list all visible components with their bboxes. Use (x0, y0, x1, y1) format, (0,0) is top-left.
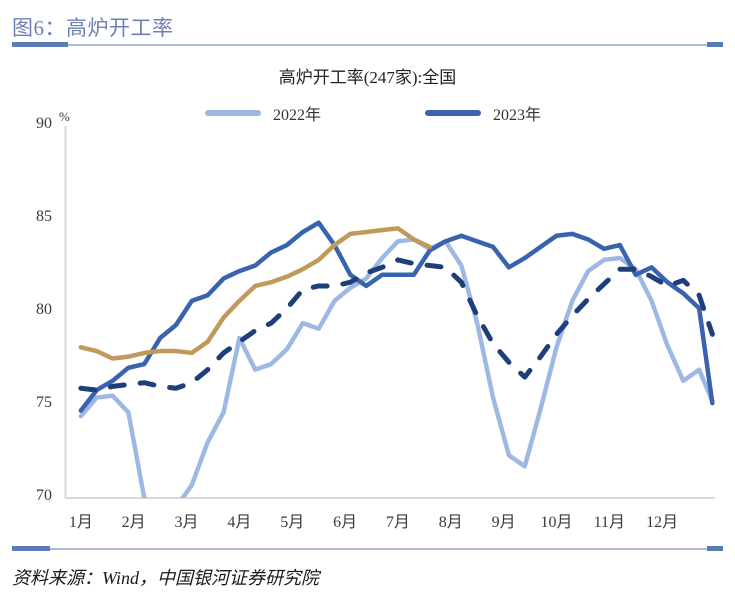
series-line-2 (78, 226, 432, 361)
x-tick-label-2: 2月 (121, 514, 146, 531)
series-line-0 (78, 237, 715, 498)
y-tick-label-90: 90 (36, 115, 52, 132)
y-tick-label-75: 75 (36, 394, 52, 411)
legend-label-2023: 2023年 (493, 107, 542, 124)
y-axis-unit-label: % (59, 109, 70, 124)
x-tick-label-9: 9月 (491, 514, 516, 531)
plot-wrap: 90 85 80 75 70 % 1月 2月 3月 4月 5月 6月 7月 8月 9月 10月 11… (0, 52, 735, 542)
x-tick-label-4: 4月 (227, 514, 252, 531)
y-tick-label-85: 85 (36, 208, 52, 225)
header-divider-cap-right (707, 42, 723, 47)
chart-area: 高炉开工率(247家):全国 2022年 2023年 90 85 80 (0, 52, 735, 542)
chart-title: 高炉开工率(247家):全国 (278, 68, 457, 87)
legend-label-2022: 2022年 (273, 107, 322, 124)
series-line-3 (78, 257, 715, 393)
x-tick-label-7: 7月 (385, 514, 410, 531)
figure-header: 图6：高炉开工率 (0, 0, 735, 52)
legend-swatch-2023 (425, 110, 481, 116)
x-tick-label-10: 10月 (540, 514, 573, 531)
header-divider-cap-left (12, 42, 68, 47)
x-tick-label-6: 6月 (333, 514, 358, 531)
x-tick-label-8: 8月 (438, 514, 463, 531)
chart-legend: 2022年 2023年 (0, 102, 735, 124)
y-tick-label-80: 80 (36, 301, 52, 318)
x-tick-label-5: 5月 (280, 514, 305, 531)
plot-svg (64, 126, 715, 499)
header-divider (12, 44, 723, 46)
legend-swatch-2022 (205, 110, 261, 116)
footer-divider (12, 548, 723, 550)
legend-item-2022[interactable]: 2022年 (205, 102, 321, 124)
footer-divider-cap-right (707, 546, 723, 551)
footer-divider-cap-left (12, 546, 50, 551)
series-line-1 (78, 220, 715, 413)
figure-title: 图6：高炉开工率 (12, 16, 174, 40)
x-tick-label-12: 12月 (646, 514, 679, 531)
x-tick-label-3: 3月 (174, 514, 199, 531)
x-tick-label-11: 11月 (593, 514, 625, 531)
y-tick-label-70: 70 (36, 487, 52, 504)
figure-footer: 资料来源：Wind，中国银河证券研究院 (0, 542, 735, 601)
source-note: 资料来源：Wind，中国银河证券研究院 (12, 568, 320, 588)
series-layer (78, 220, 715, 498)
legend-item-2023[interactable]: 2023年 (425, 102, 541, 124)
x-tick-label-1: 1月 (68, 514, 93, 531)
